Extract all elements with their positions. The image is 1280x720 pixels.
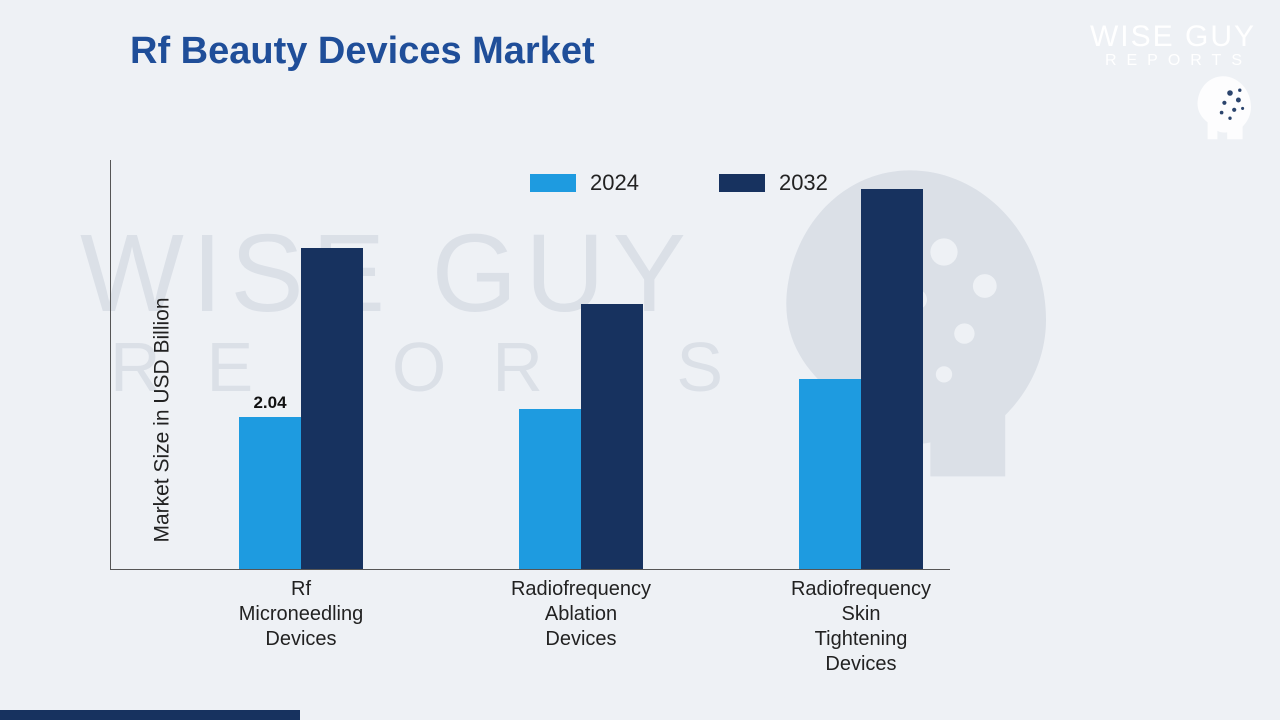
bar [581, 304, 643, 569]
bottom-accent-bar [0, 710, 300, 720]
logo-head-icon [1188, 72, 1258, 142]
bar-value-label: 2.04 [239, 393, 301, 413]
logo-line-2: REPORTS [1090, 52, 1256, 70]
chart-area: Market Size in USD Billion 2024 2032 RfM… [60, 150, 960, 690]
category-label: RfMicroneedlingDevices [211, 569, 391, 652]
chart-title: Rf Beauty Devices Market [130, 30, 595, 73]
bar [861, 189, 923, 569]
bar [799, 379, 861, 569]
category-label: RadiofrequencyAblationDevices [491, 569, 671, 652]
bar [301, 248, 363, 569]
bar [239, 417, 301, 569]
logo-line-1: WISE GUY [1090, 20, 1256, 54]
brand-logo: WISE GUY REPORTS [1090, 20, 1256, 70]
bar [519, 409, 581, 569]
category-label: RadiofrequencySkinTighteningDevices [771, 569, 951, 677]
plot-region: RfMicroneedlingDevicesRadiofrequencyAbla… [110, 160, 950, 570]
